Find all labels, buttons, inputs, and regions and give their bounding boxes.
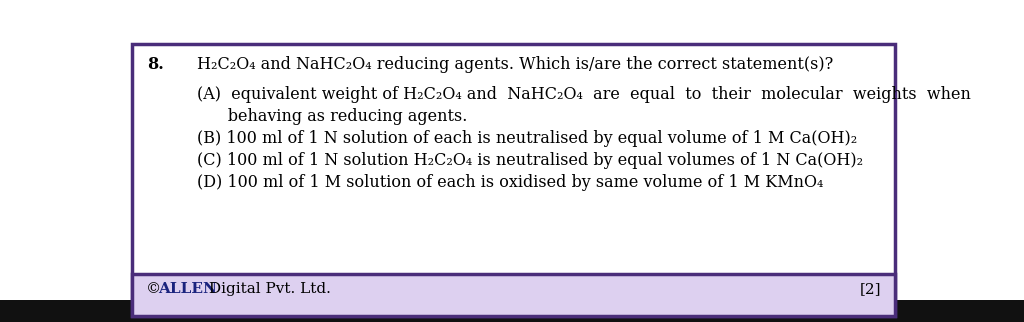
Text: [2]: [2] — [859, 282, 881, 296]
Text: ALLEN: ALLEN — [158, 282, 217, 296]
Text: (B) 100 ml of 1 N solution of each is neutralised by equal volume of 1 M Ca(OH)₂: (B) 100 ml of 1 N solution of each is ne… — [197, 130, 857, 147]
Text: behaving as reducing agents.: behaving as reducing agents. — [197, 108, 467, 125]
Text: H₂C₂O₄ and NaHC₂O₄ reducing agents. Which is/are the correct statement(s)?: H₂C₂O₄ and NaHC₂O₄ reducing agents. Whic… — [197, 56, 834, 73]
Text: (D) 100 ml of 1 M solution of each is oxidised by same volume of 1 M KMnO₄: (D) 100 ml of 1 M solution of each is ox… — [197, 174, 823, 191]
Text: (A)  equivalent weight of H₂C₂O₄ and  NaHC₂O₄  are  equal  to  their  molecular : (A) equivalent weight of H₂C₂O₄ and NaHC… — [197, 86, 971, 103]
Bar — [132, 274, 895, 316]
Text: (C) 100 ml of 1 N solution H₂C₂O₄ is neutralised by equal volumes of 1 N Ca(OH)₂: (C) 100 ml of 1 N solution H₂C₂O₄ is neu… — [197, 152, 863, 169]
Bar — [0, 300, 1024, 322]
Bar — [132, 44, 895, 316]
Text: Digital Pvt. Ltd.: Digital Pvt. Ltd. — [204, 282, 331, 296]
Text: 8.: 8. — [147, 56, 164, 73]
Text: ©: © — [146, 282, 166, 296]
